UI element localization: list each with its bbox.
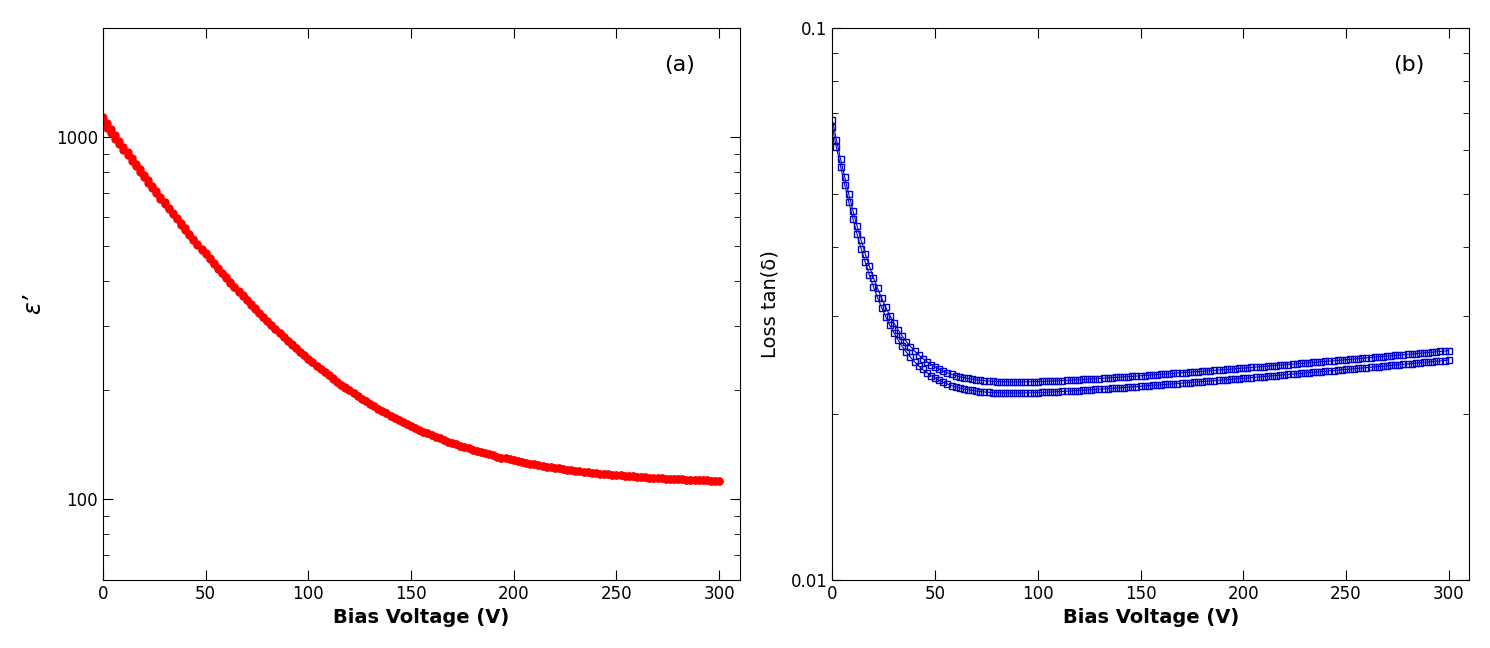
- Y-axis label: Loss tan(δ): Loss tan(δ): [760, 250, 779, 358]
- X-axis label: Bias Voltage (V): Bias Voltage (V): [334, 608, 510, 627]
- Text: (a): (a): [665, 56, 696, 75]
- X-axis label: Bias Voltage (V): Bias Voltage (V): [1062, 608, 1238, 627]
- Y-axis label: ε’: ε’: [21, 294, 45, 314]
- Text: (b): (b): [1393, 56, 1424, 75]
